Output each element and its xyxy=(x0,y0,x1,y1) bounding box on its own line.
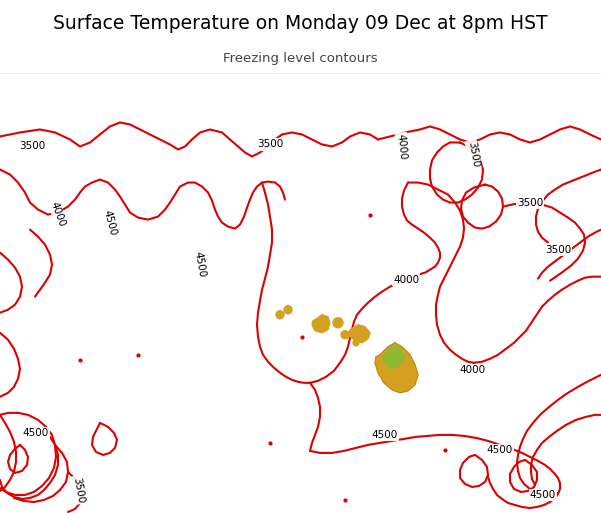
Circle shape xyxy=(341,331,349,339)
Text: 4500: 4500 xyxy=(23,428,49,438)
Circle shape xyxy=(353,340,359,346)
Text: 4000: 4000 xyxy=(393,274,419,285)
Text: 3500: 3500 xyxy=(545,245,571,254)
Text: 4000: 4000 xyxy=(49,201,67,229)
Polygon shape xyxy=(312,314,330,333)
Text: 4500: 4500 xyxy=(372,430,398,440)
Polygon shape xyxy=(375,343,418,393)
Circle shape xyxy=(333,318,343,328)
Text: 4500: 4500 xyxy=(530,490,556,500)
Text: 3500: 3500 xyxy=(466,141,480,168)
Circle shape xyxy=(276,311,284,319)
Text: 4000: 4000 xyxy=(396,133,408,160)
Polygon shape xyxy=(383,345,405,369)
Text: 4500: 4500 xyxy=(102,209,118,236)
Text: 3500: 3500 xyxy=(517,198,543,208)
Text: 4500: 4500 xyxy=(193,251,207,279)
Text: 3500: 3500 xyxy=(19,142,45,151)
Text: Surface Temperature on Monday 09 Dec at 8pm HST: Surface Temperature on Monday 09 Dec at … xyxy=(53,14,548,33)
Text: 3500: 3500 xyxy=(257,140,283,149)
Circle shape xyxy=(284,306,292,314)
Text: 4500: 4500 xyxy=(487,445,513,455)
Text: Freezing level contours: Freezing level contours xyxy=(223,51,378,65)
Polygon shape xyxy=(348,325,370,343)
Text: 3500: 3500 xyxy=(71,476,85,504)
Text: 4000: 4000 xyxy=(459,365,485,375)
